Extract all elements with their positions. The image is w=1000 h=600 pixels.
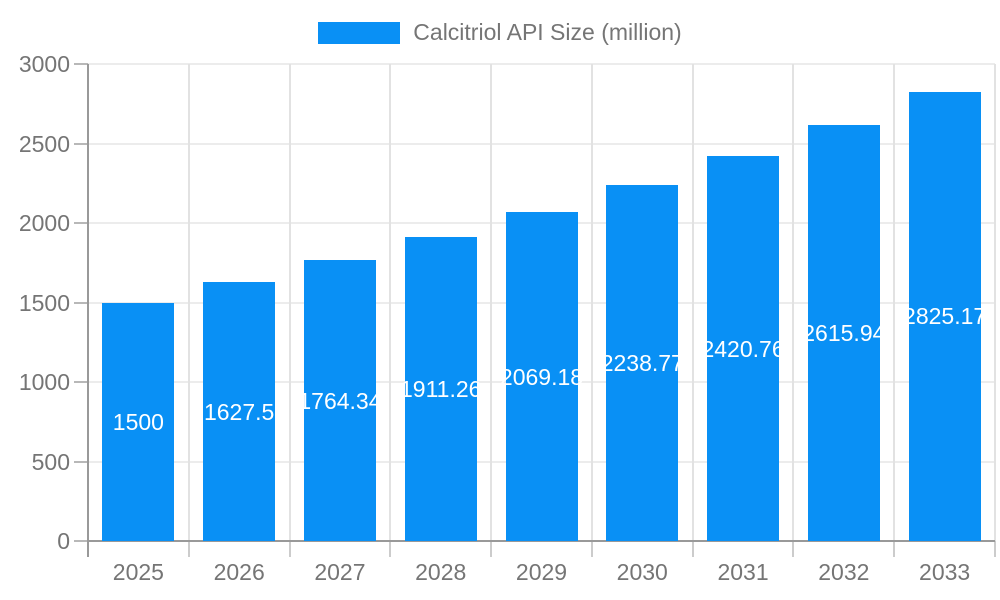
y-axis-tick-mark — [74, 381, 88, 383]
bar-value-label: 2420.76 — [701, 335, 785, 362]
bar[interactable] — [404, 237, 477, 541]
bar[interactable] — [303, 260, 376, 541]
bar-value-label: 1500 — [112, 408, 164, 435]
x-axis-tick-label: 2029 — [515, 559, 568, 585]
bar-value-label: 2069.18 — [499, 363, 584, 390]
y-axis-tick-mark — [74, 301, 88, 304]
x-axis-tick-label: 2032 — [818, 559, 870, 585]
bar-value-label: 2825.17 — [903, 303, 987, 330]
y-axis-line — [87, 64, 89, 557]
y-axis-tick-label: 500 — [31, 448, 70, 475]
bar[interactable] — [908, 91, 981, 541]
x-axis-tick-mark — [590, 541, 593, 557]
x-axis-tick-label: 2030 — [616, 559, 668, 585]
y-axis-tick-label: 1500 — [18, 289, 70, 316]
y-axis-tick-label: 2000 — [18, 210, 70, 236]
bar[interactable] — [807, 125, 880, 541]
x-axis-tick-label: 2031 — [717, 559, 769, 585]
bar-value-label: 1764.34 — [298, 387, 382, 414]
gridline-vertical — [187, 64, 190, 541]
gridline-vertical — [691, 64, 694, 541]
bar[interactable] — [707, 156, 780, 541]
x-axis-tick-mark — [389, 541, 392, 557]
y-axis-tick-label: 0 — [57, 528, 70, 554]
x-axis-tick-mark — [490, 541, 493, 557]
x-axis-tick-mark — [288, 541, 291, 557]
x-axis-tick-mark — [893, 541, 896, 557]
y-axis-tick-label: 1000 — [18, 369, 70, 395]
x-axis-tick-mark — [792, 541, 795, 557]
gridline-horizontal — [88, 142, 995, 145]
gridline-vertical — [288, 64, 291, 541]
x-axis-line — [88, 540, 995, 542]
bar-value-label: 2615.94 — [802, 320, 886, 347]
gridline-vertical — [893, 64, 896, 541]
y-axis-tick-mark — [74, 142, 88, 145]
y-axis-tick-mark — [74, 460, 88, 463]
x-axis-tick-label: 2033 — [919, 559, 971, 585]
x-axis-tick-label: 2028 — [415, 559, 467, 585]
y-axis-tick-mark — [74, 63, 88, 65]
gridline-vertical — [994, 64, 996, 541]
x-axis-tick-mark — [994, 541, 996, 557]
bar[interactable] — [606, 185, 679, 541]
bar[interactable] — [505, 212, 578, 541]
bar[interactable] — [102, 302, 175, 541]
bar[interactable] — [203, 282, 276, 541]
legend-label: Calcitriol API Size (million) — [413, 19, 682, 45]
gridline-vertical — [590, 64, 593, 541]
legend-color-swatch — [318, 21, 401, 44]
x-axis-tick-mark — [691, 541, 694, 557]
legend-item[interactable]: Calcitriol API Size (million) — [318, 19, 682, 46]
y-axis-tick-mark — [74, 540, 88, 542]
x-axis-tick-label: 2025 — [112, 559, 164, 585]
y-axis-tick-label: 2500 — [18, 130, 70, 157]
y-axis-tick-label: 3000 — [18, 51, 70, 77]
bar-value-label: 1911.26 — [400, 376, 482, 403]
bar-value-label: 1627.5 — [203, 398, 275, 425]
x-axis-tick-label: 2027 — [314, 559, 366, 585]
gridline-vertical — [389, 64, 392, 541]
chart-legend: Calcitriol API Size (million) — [0, 19, 1000, 46]
x-axis-tick-label: 2026 — [213, 559, 265, 585]
gridline-vertical — [792, 64, 795, 541]
y-axis-tick-mark — [74, 222, 88, 224]
gridline-horizontal — [88, 63, 995, 65]
bar-value-label: 2238.77 — [600, 350, 684, 377]
x-axis-tick-mark — [187, 541, 190, 557]
gridline-vertical — [490, 64, 493, 541]
